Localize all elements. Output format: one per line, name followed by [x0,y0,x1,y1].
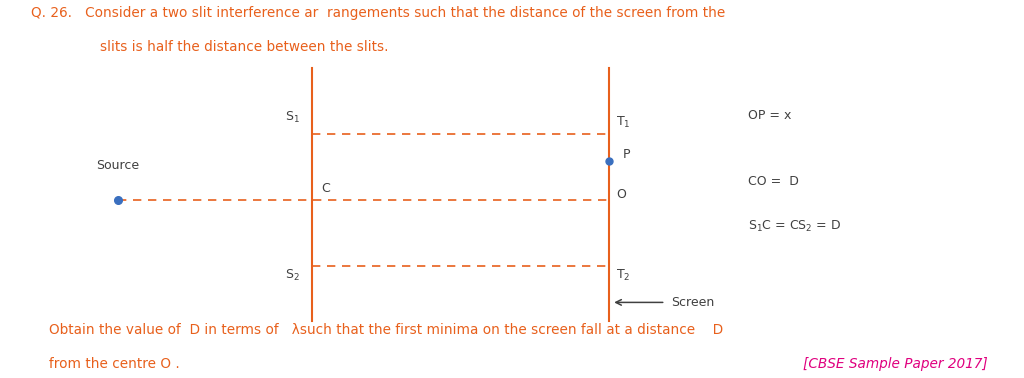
Text: OP = x: OP = x [748,109,791,122]
Text: Q. 26.   Consider a two slit interference ar  rangements such that the distance : Q. 26. Consider a two slit interference … [31,6,725,20]
Text: [CBSE Sample Paper 2017]: [CBSE Sample Paper 2017] [804,357,988,371]
Text: from the centre O .: from the centre O . [49,357,180,371]
Text: slits is half the distance between the slits.: slits is half the distance between the s… [100,40,389,54]
Text: Screen: Screen [671,296,714,309]
Text: S$_2$: S$_2$ [286,268,300,284]
Text: T$_2$: T$_2$ [616,268,631,284]
Text: Obtain the value of  D in terms of   λsuch that the first minima on the screen f: Obtain the value of D in terms of λsuch … [49,323,723,337]
Text: S$_1$: S$_1$ [286,110,300,125]
Text: O: O [616,188,627,201]
Text: CO =  D: CO = D [748,175,799,188]
Text: C: C [322,183,331,195]
Text: S$_1$C = CS$_2$ = D: S$_1$C = CS$_2$ = D [748,219,841,234]
Text: P: P [623,149,630,161]
Text: Source: Source [96,159,139,172]
Text: T$_1$: T$_1$ [616,115,631,130]
